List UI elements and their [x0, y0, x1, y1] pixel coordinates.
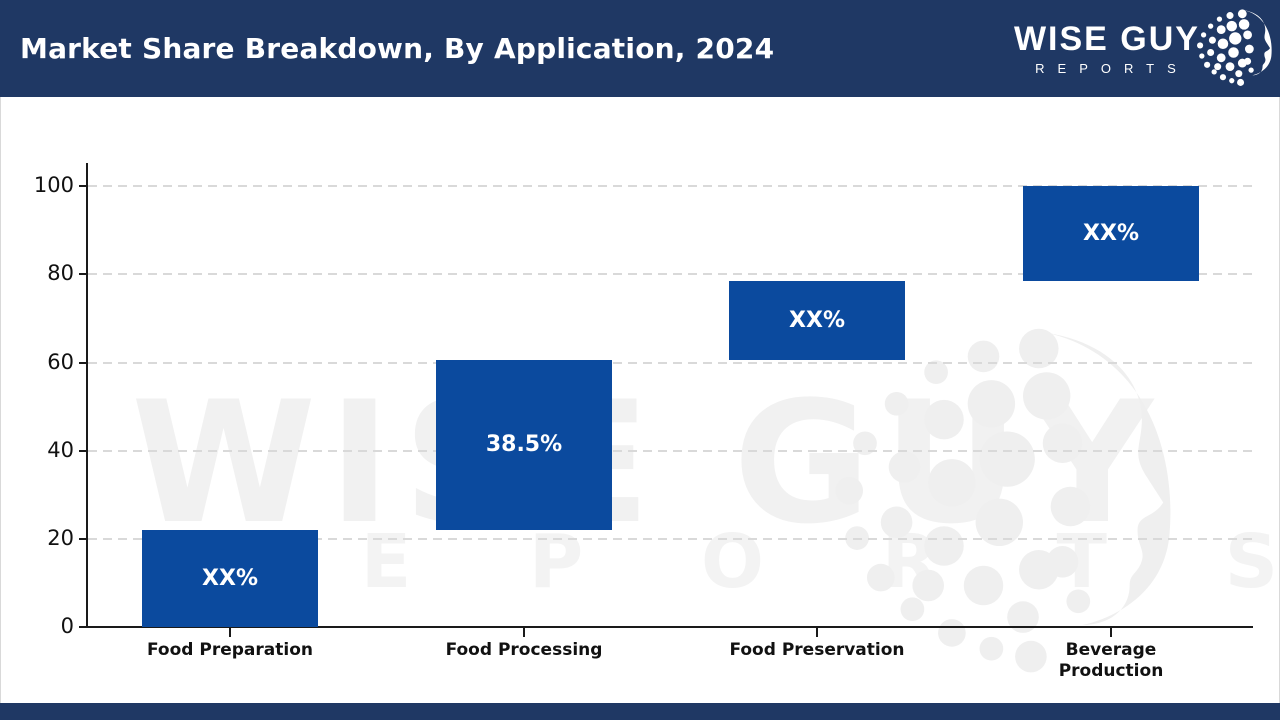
header-bar: Market Share Breakdown, By Application, …	[0, 0, 1280, 97]
page-title: Market Share Breakdown, By Application, …	[20, 32, 775, 65]
logo-text: WISE GUY REPORTS	[1014, 22, 1200, 76]
logo-subtitle: REPORTS	[1035, 60, 1189, 76]
wise-guy-reports-logo: WISE GUY REPORTS	[1014, 5, 1280, 93]
watermark-face-icon	[835, 328, 1171, 673]
footer-bar	[0, 703, 1280, 720]
dotted-face-icon	[1197, 8, 1272, 86]
logo-wordmark: WISE GUY	[1013, 19, 1200, 58]
chart-canvas: WISE GUY R E P O R T S	[0, 97, 1280, 703]
watermark-subtitle: R E P O R T S	[186, 519, 1280, 605]
